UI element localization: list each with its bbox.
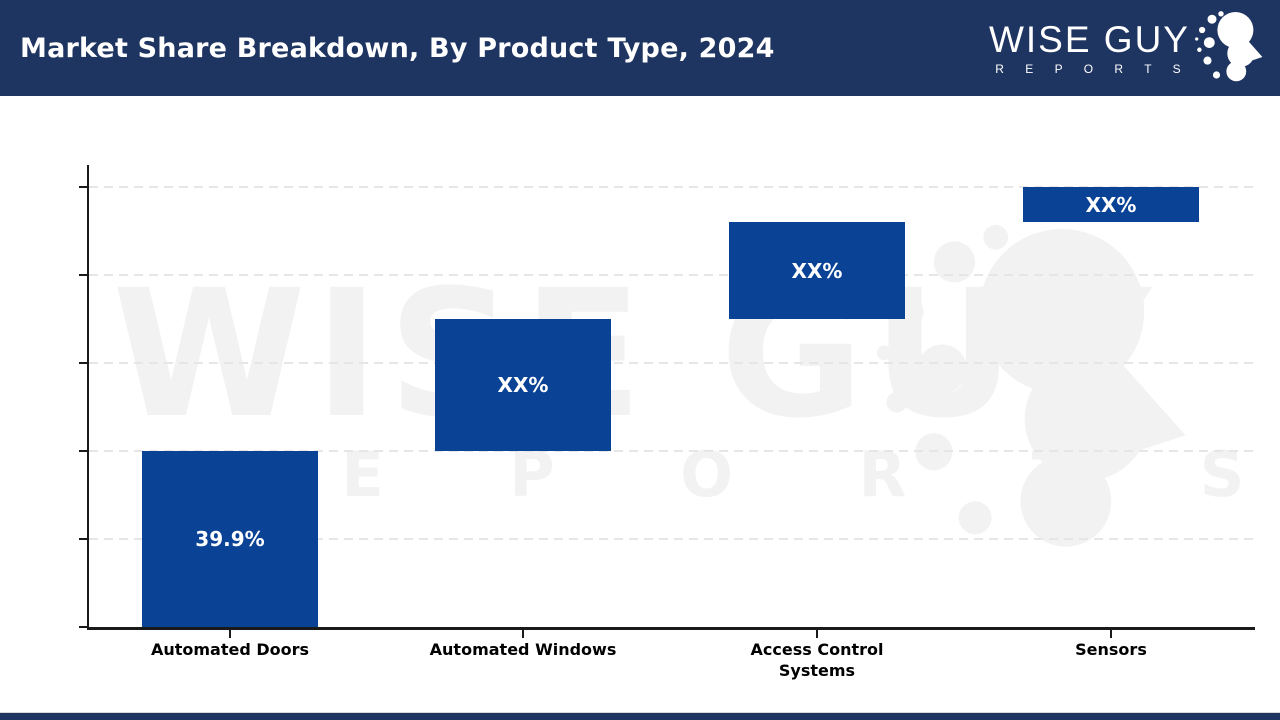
y-axis — [87, 165, 89, 629]
x-tick-2 — [816, 630, 818, 638]
bar-value-label: XX% — [1085, 192, 1137, 217]
gridline-100 — [89, 186, 1255, 188]
gridline-40 — [89, 450, 1255, 452]
gridline-60 — [89, 362, 1255, 364]
category-label-0: Automated Doors — [150, 640, 310, 659]
footer-bar — [0, 712, 1280, 720]
y-tick-0 — [79, 626, 87, 628]
logo-text: WISE GUY R E P O R T S — [988, 19, 1190, 76]
chart-title: Market Share Breakdown, By Product Type,… — [20, 33, 775, 64]
y-tick-20 — [79, 538, 87, 540]
y-tick-40 — [79, 450, 87, 452]
bar-value-label: XX% — [791, 258, 843, 283]
category-label-1: Automated Windows — [429, 640, 617, 659]
y-tick-80 — [79, 274, 87, 276]
wiseguy-head-icon — [1195, 11, 1263, 82]
category-label-2: Access Control Systems — [750, 640, 884, 680]
bar-value-label: 39.9% — [195, 527, 265, 552]
x-tick-3 — [1110, 630, 1112, 638]
bar-3: XX% — [1023, 187, 1199, 223]
wiseguy-logo: WISE GUY R E P O R T S — [989, 8, 1266, 88]
watermark-wordmark: WISE GUY — [112, 252, 1159, 457]
header: Market Share Breakdown, By Product Type,… — [0, 0, 1280, 96]
bar-value-label: XX% — [497, 373, 549, 397]
watermark-head-icon — [876, 224, 1186, 547]
y-tick-60 — [79, 362, 87, 364]
x-axis — [87, 627, 1255, 630]
x-tick-1 — [522, 630, 524, 638]
bar-1: XX% — [435, 319, 611, 451]
bar-2: XX% — [729, 222, 905, 319]
category-label-3: Sensors — [1075, 640, 1147, 659]
y-tick-100 — [79, 186, 87, 188]
bar-0: 39.9% — [142, 451, 318, 627]
gridline-20 — [89, 538, 1255, 540]
logo-reports-text: R E P O R T S — [995, 61, 1190, 76]
logo-wordmark: WISE GUY — [988, 19, 1190, 61]
gridline-80 — [89, 274, 1255, 276]
x-tick-0 — [229, 630, 231, 638]
